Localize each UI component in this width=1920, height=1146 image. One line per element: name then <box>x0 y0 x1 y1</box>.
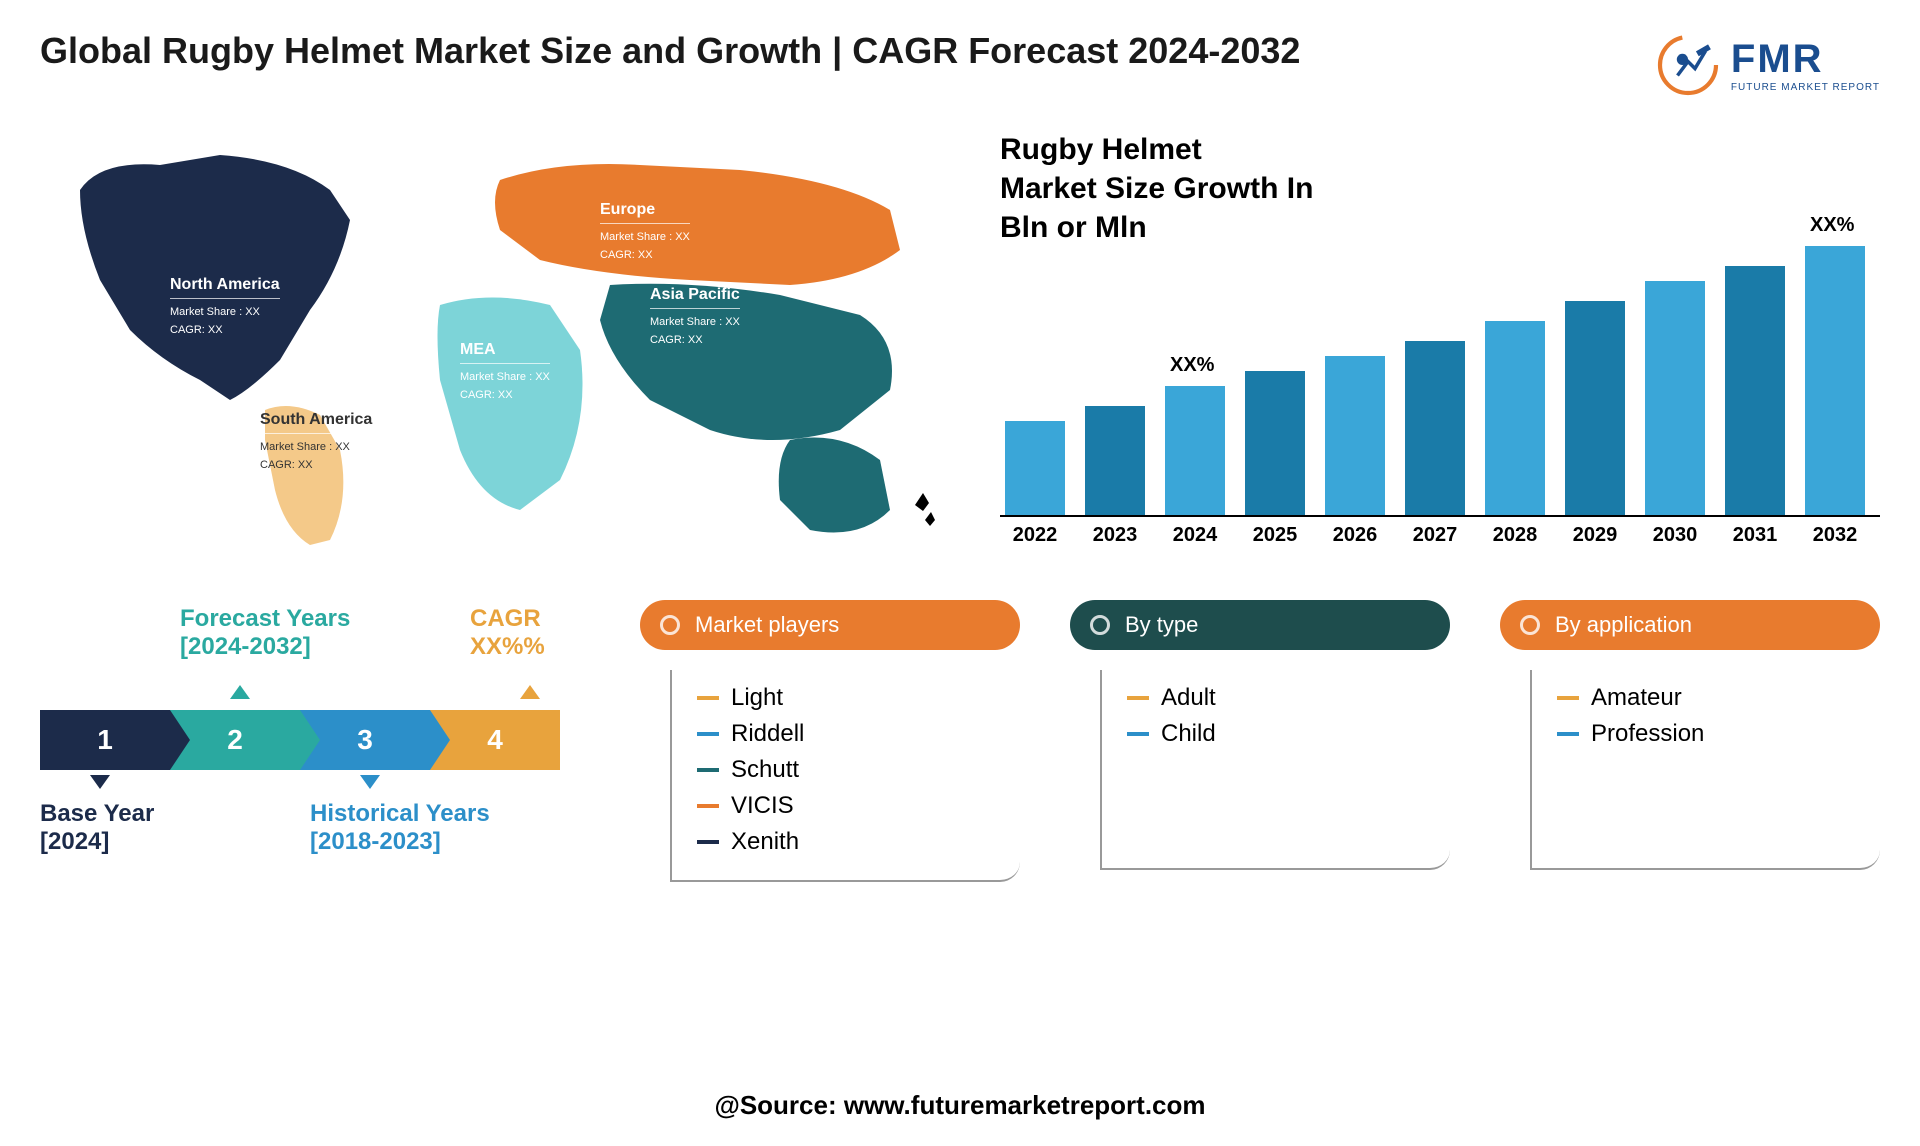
segment-body: Adult Child <box>1100 670 1450 870</box>
bar-2022: 2022 <box>1000 421 1070 547</box>
bar-2030: 2030 <box>1640 281 1710 547</box>
bar-year-label: 2028 <box>1493 524 1538 547</box>
bar-annotation: XX% <box>1810 214 1854 237</box>
segment-item-label: Riddell <box>731 720 804 748</box>
bar-year-label: 2022 <box>1013 524 1058 547</box>
bar-rect <box>1725 266 1785 516</box>
marker-icon <box>697 804 719 808</box>
timeline-box-1: 1 <box>40 710 170 770</box>
triangle-icon <box>90 775 110 789</box>
source-text: @Source: www.futuremarketreport.com <box>714 1090 1205 1121</box>
triangle-icon <box>360 775 380 789</box>
segment-item: Profession <box>1557 716 1880 752</box>
bar-2023: 2023 <box>1080 406 1150 547</box>
marker-icon <box>1557 732 1579 736</box>
logo-subtext: FUTURE MARKET REPORT <box>1731 82 1880 93</box>
bar-year-label: 2030 <box>1653 524 1698 547</box>
bar-rect <box>1165 386 1225 516</box>
bar-2028: 2028 <box>1480 321 1550 547</box>
bar-year-label: 2032 <box>1813 524 1858 547</box>
bar-chart: Rugby Helmet Market Size Growth In Bln o… <box>980 130 1880 550</box>
bar-year-label: 2031 <box>1733 524 1778 547</box>
segment-item-label: Child <box>1161 720 1216 748</box>
marker-icon <box>697 732 719 736</box>
marker-icon <box>697 696 719 700</box>
segment-item: Riddell <box>697 716 1020 752</box>
map-region-europe: EuropeMarket Share : XXCAGR: XX <box>600 200 690 262</box>
segment-body: Amateur Profession <box>1530 670 1880 870</box>
map-region-north-america: North AmericaMarket Share : XXCAGR: XX <box>170 275 280 337</box>
segment-item: Amateur <box>1557 680 1880 716</box>
segment-item-label: Adult <box>1161 684 1216 712</box>
bar-year-label: 2024 <box>1173 524 1218 547</box>
timeline: Base Year[2024] Forecast Years[2024-2032]… <box>40 600 600 880</box>
bar-2032: 2032 <box>1800 246 1870 547</box>
timeline-label-cagr: CAGRXX%% <box>470 605 545 661</box>
bar-2025: 2025 <box>1240 371 1310 547</box>
segment-by-application: By application Amateur Profession <box>1500 600 1880 882</box>
map-region-south-america: South AmericaMarket Share : XXCAGR: XX <box>260 410 372 472</box>
triangle-icon <box>520 685 540 699</box>
bar-2026: 2026 <box>1320 356 1390 547</box>
bar-year-label: 2025 <box>1253 524 1298 547</box>
segment-header: By application <box>1500 600 1880 650</box>
map-region-mea: MEAMarket Share : XXCAGR: XX <box>460 340 550 402</box>
bar-2024: 2024 <box>1160 386 1230 547</box>
marker-icon <box>1127 696 1149 700</box>
logo: FMR FUTURE MARKET REPORT <box>1653 30 1880 100</box>
segment-item: Child <box>1127 716 1450 752</box>
segment-item-label: Profession <box>1591 720 1704 748</box>
bar-rect <box>1565 301 1625 516</box>
marker-icon <box>1557 696 1579 700</box>
segment-item-label: Schutt <box>731 756 799 784</box>
bar-rect <box>1085 406 1145 516</box>
triangle-icon <box>230 685 250 699</box>
world-map: North AmericaMarket Share : XXCAGR: XX So… <box>40 130 940 550</box>
chart-baseline <box>1000 515 1880 517</box>
page-title: Global Rugby Helmet Market Size and Grow… <box>40 30 1300 72</box>
marker-icon <box>697 768 719 772</box>
segment-by-type: By type Adult Child <box>1070 600 1450 882</box>
segment-market-players: Market players Light Riddell Schutt VICIS Xen… <box>640 600 1020 882</box>
marker-icon <box>1127 732 1149 736</box>
segment-item: Schutt <box>697 752 1020 788</box>
bar-2031: 2031 <box>1720 266 1790 547</box>
bar-annotation: XX% <box>1170 354 1214 377</box>
bar-rect <box>1245 371 1305 516</box>
bar-rect <box>1645 281 1705 516</box>
segment-item: Light <box>697 680 1020 716</box>
logo-text: FMR <box>1731 37 1880 82</box>
bar-2029: 2029 <box>1560 301 1630 547</box>
bar-rect <box>1325 356 1385 516</box>
segment-item-label: Xenith <box>731 828 799 856</box>
bar-year-label: 2026 <box>1333 524 1378 547</box>
bar-rect <box>1005 421 1065 516</box>
bar-rect <box>1485 321 1545 516</box>
map-region-asia-pacific: Asia PacificMarket Share : XXCAGR: XX <box>650 285 740 347</box>
segment-item: Xenith <box>697 824 1020 860</box>
segment-header: By type <box>1070 600 1450 650</box>
bar-year-label: 2029 <box>1573 524 1618 547</box>
segment-item: Adult <box>1127 680 1450 716</box>
timeline-label-base: Base Year[2024] <box>40 800 154 856</box>
bar-rect <box>1805 246 1865 516</box>
segment-header: Market players <box>640 600 1020 650</box>
chart-title: Rugby Helmet Market Size Growth In Bln o… <box>1000 130 1880 247</box>
marker-icon <box>697 840 719 844</box>
segment-item-label: Amateur <box>1591 684 1682 712</box>
logo-icon <box>1653 30 1723 100</box>
timeline-label-forecast: Forecast Years[2024-2032] <box>180 605 350 661</box>
bar-rect <box>1405 341 1465 516</box>
segment-item-label: Light <box>731 684 783 712</box>
segment-item-label: VICIS <box>731 792 794 820</box>
timeline-label-historical: Historical Years[2018-2023] <box>310 800 490 856</box>
segment-item: VICIS <box>697 788 1020 824</box>
bar-year-label: 2023 <box>1093 524 1138 547</box>
segment-body: Light Riddell Schutt VICIS Xenith <box>670 670 1020 882</box>
bar-year-label: 2027 <box>1413 524 1458 547</box>
